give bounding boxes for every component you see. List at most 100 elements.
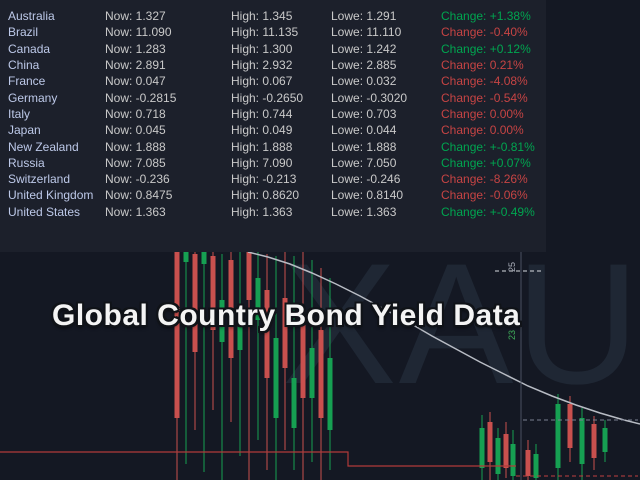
candle-body bbox=[510, 444, 516, 476]
low-value: Lowe: 0.8140 bbox=[331, 188, 404, 203]
now-value: Now: -0.236 bbox=[105, 172, 170, 187]
high-value: High: 0.744 bbox=[231, 106, 293, 121]
country-label: United Kingdom bbox=[8, 188, 94, 203]
now-value: Now: 2.891 bbox=[105, 58, 166, 73]
low-value: Lowe: 2.885 bbox=[331, 58, 397, 73]
low-value: Lowe: -0.246 bbox=[331, 172, 401, 187]
bond-row: United Kingdom Now: 0.8475 High: 0.8620 Low… bbox=[8, 187, 546, 203]
price-level-line bbox=[0, 451, 516, 467]
low-value: Lowe: 1.888 bbox=[331, 139, 397, 154]
bond-row: Germany Now: -0.2815 High: -0.2650 Lowe: -0… bbox=[8, 89, 546, 105]
change-value: Change: 0.00% bbox=[441, 106, 524, 121]
candle-body bbox=[192, 254, 198, 352]
bond-data-panel: Australia Now: 1.327 High: 1.345 Lowe: 1.29… bbox=[0, 0, 546, 252]
change-value: Change: -0.40% bbox=[441, 25, 528, 40]
candle-body bbox=[246, 252, 252, 300]
country-label: Switzerland bbox=[8, 172, 71, 187]
moving-average-line bbox=[247, 251, 640, 425]
bond-row: Japan Now: 0.045 High: 0.049 Lowe: 0.044 Cha… bbox=[8, 122, 546, 138]
high-value: High: 1.363 bbox=[231, 204, 293, 219]
candle-body bbox=[479, 428, 485, 468]
high-value: High: -0.2650 bbox=[231, 90, 304, 105]
low-value: Lowe: 1.363 bbox=[331, 204, 397, 219]
candle-body bbox=[495, 438, 501, 474]
country-label: Australia bbox=[8, 9, 55, 24]
now-value: Now: 0.8475 bbox=[105, 188, 173, 203]
change-value: Change: -0.06% bbox=[441, 188, 528, 203]
candle-body bbox=[273, 338, 279, 418]
now-value: Now: 0.045 bbox=[105, 123, 166, 138]
axis-price-label: 25 bbox=[507, 262, 517, 272]
candle-body bbox=[327, 358, 333, 430]
low-value: Lowe: -0.3020 bbox=[331, 90, 408, 105]
country-label: Canada bbox=[8, 41, 51, 56]
now-value: Now: -0.2815 bbox=[105, 90, 177, 105]
bond-row: Canada Now: 1.283 High: 1.300 Lowe: 1.242 Ch… bbox=[8, 41, 546, 57]
candle-body bbox=[201, 252, 207, 264]
change-value: Change: +0.12% bbox=[441, 41, 531, 56]
candle-body bbox=[318, 330, 324, 418]
bond-row: New Zealand Now: 1.888 High: 1.888 Lowe: 1.… bbox=[8, 138, 546, 154]
low-value: Lowe: 0.044 bbox=[331, 123, 397, 138]
country-label: United States bbox=[8, 204, 81, 219]
change-value: Change: +-0.49% bbox=[441, 204, 535, 219]
candle-body bbox=[591, 424, 597, 458]
change-value: Change: 0.21% bbox=[441, 58, 524, 73]
candle-body bbox=[309, 348, 315, 398]
candle-body bbox=[533, 454, 539, 478]
high-value: High: 0.067 bbox=[231, 74, 293, 89]
now-value: Now: 7.085 bbox=[105, 155, 166, 170]
candle-body bbox=[602, 428, 608, 452]
candle-body bbox=[210, 256, 216, 330]
candle-body bbox=[282, 298, 288, 368]
change-value: Change: 0.00% bbox=[441, 123, 524, 138]
candle-body bbox=[183, 252, 189, 262]
high-value: High: 11.135 bbox=[231, 25, 299, 40]
candle-body bbox=[567, 404, 573, 448]
now-value: Now: 1.888 bbox=[105, 139, 166, 154]
symbol-watermark: XAU bbox=[282, 228, 640, 420]
country-label: Russia bbox=[8, 155, 45, 170]
candles-group bbox=[174, 250, 608, 480]
high-value: High: 2.932 bbox=[231, 58, 293, 73]
candle-body bbox=[228, 260, 234, 358]
bond-row: Switzerland Now: -0.236 High: -0.213 Lowe: … bbox=[8, 171, 546, 187]
now-value: Now: 1.363 bbox=[105, 204, 166, 219]
now-value: Now: 0.718 bbox=[105, 106, 166, 121]
candle-body bbox=[503, 434, 509, 468]
candle-body bbox=[174, 252, 180, 418]
change-value: Change: +0.07% bbox=[441, 155, 531, 170]
bond-row: China Now: 2.891 High: 2.932 Lowe: 2.885 Cha… bbox=[8, 57, 546, 73]
candle-body bbox=[291, 378, 297, 428]
bond-row: France Now: 0.047 High: 0.067 Lowe: 0.032 Ch… bbox=[8, 73, 546, 89]
chart-title-overlay: Global Country Bond Yield Data bbox=[52, 299, 521, 332]
country-label: Brazil bbox=[8, 25, 39, 40]
high-value: High: 1.300 bbox=[231, 41, 293, 56]
candle-body bbox=[237, 308, 243, 350]
bond-row: United States Now: 1.363 High: 1.363 Lowe: … bbox=[8, 204, 546, 220]
change-value: Change: +-0.81% bbox=[441, 139, 535, 154]
country-label: Japan bbox=[8, 123, 41, 138]
bond-row: Brazil Now: 11.090 High: 11.135 Lowe: 11.11… bbox=[8, 24, 546, 40]
bond-row: Italy Now: 0.718 High: 0.744 Lowe: 0.703 Cha… bbox=[8, 106, 546, 122]
high-value: High: 0.8620 bbox=[231, 188, 300, 203]
axis-price-label: 23 bbox=[507, 330, 517, 340]
candle-body bbox=[255, 278, 261, 320]
bond-row: Australia Now: 1.327 High: 1.345 Lowe: 1.29… bbox=[8, 8, 546, 24]
low-value: Lowe: 0.032 bbox=[331, 74, 397, 89]
candle-body bbox=[300, 318, 306, 398]
low-value: Lowe: 11.110 bbox=[331, 25, 402, 40]
candle-body bbox=[219, 300, 225, 342]
now-value: Now: 1.283 bbox=[105, 41, 166, 56]
country-label: Italy bbox=[8, 106, 31, 121]
high-value: High: 0.049 bbox=[231, 123, 293, 138]
candle-body bbox=[487, 422, 493, 462]
candle-body bbox=[264, 290, 270, 378]
change-value: Change: -0.54% bbox=[441, 90, 528, 105]
candle-body bbox=[579, 418, 585, 464]
now-value: Now: 11.090 bbox=[105, 25, 172, 40]
low-value: Lowe: 7.050 bbox=[331, 155, 397, 170]
high-value: High: 1.888 bbox=[231, 139, 293, 154]
